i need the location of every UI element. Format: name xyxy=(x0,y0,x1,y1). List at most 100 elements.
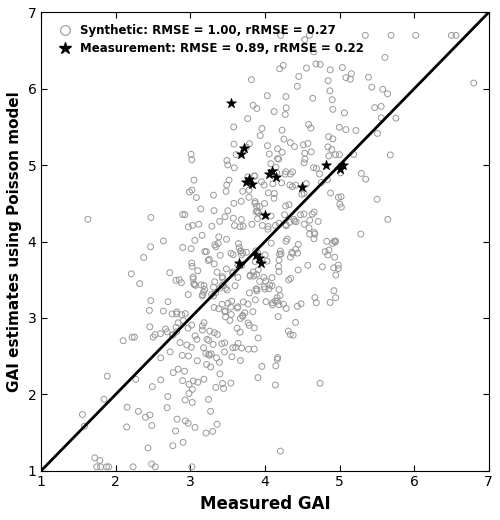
Point xyxy=(253,287,261,295)
Point xyxy=(214,305,222,313)
Point xyxy=(260,273,268,281)
Point xyxy=(330,237,338,245)
Point xyxy=(221,213,229,221)
Point xyxy=(172,310,180,318)
Point xyxy=(166,268,174,277)
Point xyxy=(230,140,238,148)
Point xyxy=(176,339,184,347)
Point xyxy=(342,125,350,134)
Point xyxy=(200,285,208,294)
Point xyxy=(282,103,290,112)
Point xyxy=(168,310,176,318)
Point xyxy=(322,161,330,170)
Point xyxy=(204,256,212,265)
Point xyxy=(198,326,206,334)
Point xyxy=(210,191,218,199)
Point xyxy=(310,235,318,243)
Point xyxy=(198,291,206,299)
Point xyxy=(250,272,258,280)
Point xyxy=(295,72,303,81)
Point xyxy=(234,261,242,269)
Point xyxy=(213,268,221,276)
Point xyxy=(253,285,261,293)
Point xyxy=(274,145,281,153)
Point xyxy=(274,313,282,321)
Point xyxy=(173,415,181,423)
Point xyxy=(151,463,159,471)
Point xyxy=(274,262,282,270)
Point xyxy=(279,61,287,70)
Point xyxy=(222,284,230,292)
Point xyxy=(340,109,348,117)
Point xyxy=(270,189,278,198)
Point xyxy=(273,293,281,302)
Point xyxy=(178,376,186,385)
Point xyxy=(172,323,180,332)
Y-axis label: GAI estimates using Poisson model: GAI estimates using Poisson model xyxy=(7,91,22,392)
Point xyxy=(362,31,370,40)
Point xyxy=(223,157,231,165)
Point xyxy=(232,150,240,159)
Point xyxy=(290,217,298,225)
Point xyxy=(192,193,200,202)
Point xyxy=(330,253,338,262)
Point xyxy=(288,167,296,176)
Point xyxy=(234,304,241,312)
Point xyxy=(286,274,294,282)
Point xyxy=(160,307,168,315)
Point xyxy=(188,155,196,164)
Point xyxy=(260,283,268,291)
Point xyxy=(308,210,316,218)
Point xyxy=(230,214,237,223)
Point xyxy=(169,331,177,339)
Point xyxy=(206,351,214,359)
Point xyxy=(267,212,275,220)
Point xyxy=(316,60,324,69)
Point xyxy=(218,274,226,282)
Point xyxy=(329,135,337,143)
Point xyxy=(272,297,280,305)
Point xyxy=(326,298,334,307)
Point xyxy=(147,296,155,305)
Point xyxy=(324,133,332,141)
Point xyxy=(248,180,256,188)
Point xyxy=(218,272,226,281)
Point xyxy=(235,243,243,252)
Point xyxy=(350,150,358,159)
Point xyxy=(254,249,262,257)
Point xyxy=(220,339,228,347)
Point xyxy=(470,79,478,87)
Point xyxy=(304,139,312,148)
Point xyxy=(244,175,252,183)
Point xyxy=(258,212,266,220)
Point xyxy=(244,300,252,308)
Point xyxy=(330,287,338,295)
Point xyxy=(237,246,245,255)
Point xyxy=(300,159,308,167)
Point xyxy=(274,155,282,163)
Point xyxy=(332,271,340,279)
Point xyxy=(300,149,308,158)
Point xyxy=(249,307,257,316)
Point xyxy=(264,92,272,100)
Point xyxy=(275,219,283,227)
Point xyxy=(248,75,256,84)
Point xyxy=(364,73,372,81)
Point xyxy=(136,279,143,288)
Point xyxy=(324,251,332,259)
Point xyxy=(216,358,224,367)
Point xyxy=(280,300,287,308)
Point xyxy=(263,257,271,265)
Point xyxy=(374,129,382,138)
Point xyxy=(332,151,340,159)
Point xyxy=(331,238,339,246)
Point xyxy=(193,335,201,344)
Point xyxy=(338,63,346,72)
Point xyxy=(318,263,326,271)
Point xyxy=(178,310,186,319)
Point xyxy=(257,259,265,267)
Point xyxy=(332,294,340,302)
Point xyxy=(80,422,88,431)
Point xyxy=(302,179,310,188)
Point xyxy=(227,249,235,257)
